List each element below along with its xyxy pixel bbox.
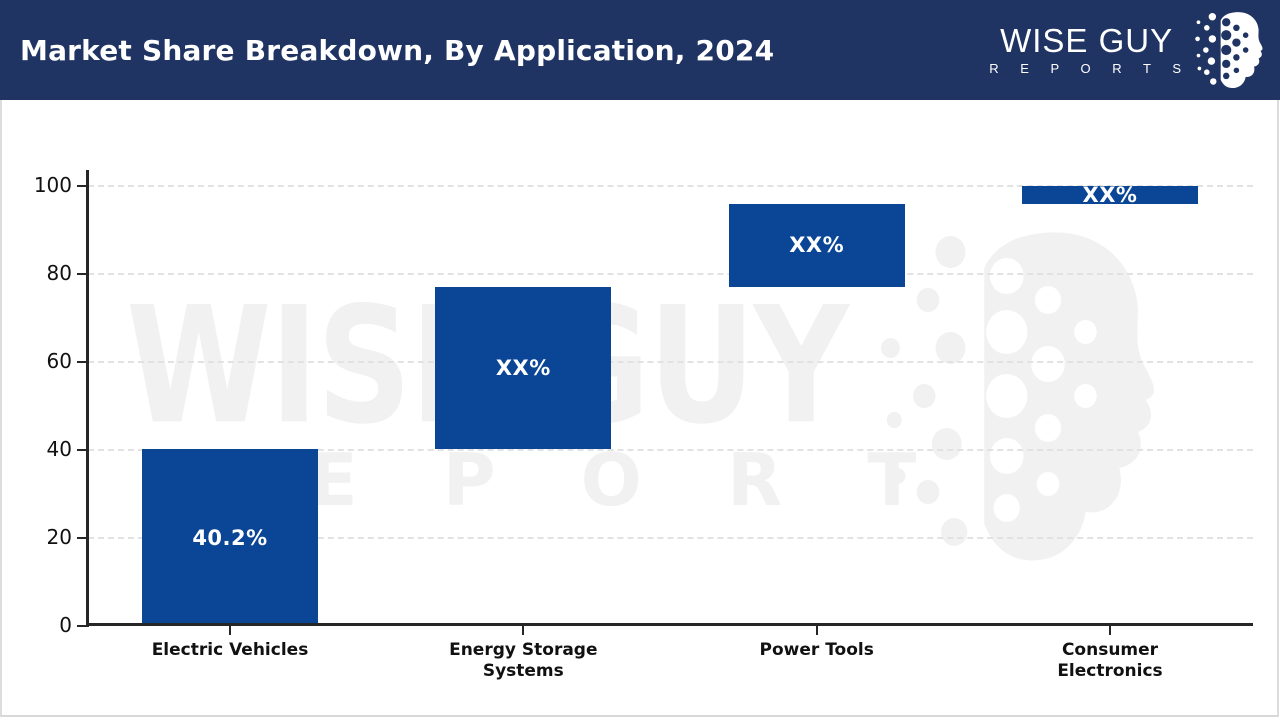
category-label-line: Consumer bbox=[1061, 640, 1159, 660]
watermark-face-icon bbox=[881, 232, 1154, 561]
y-axis-tick bbox=[77, 361, 86, 363]
y-axis-tick bbox=[77, 273, 86, 275]
bar-value-label: 40.2% bbox=[192, 525, 268, 550]
y-axis-tick-label: 80 bbox=[46, 261, 72, 285]
y-axis-tick-label: 100 bbox=[33, 173, 72, 197]
category-label: Electric Vehicles bbox=[100, 640, 360, 661]
brand-subtitle: R E P O R T S bbox=[989, 61, 1190, 76]
bar: 40.2% bbox=[142, 449, 318, 626]
category-label-line: Energy Storage bbox=[449, 640, 598, 660]
bar-value-label: XX% bbox=[495, 356, 551, 381]
brand-logo: WISE GUY R E P O R T S bbox=[983, 7, 1266, 93]
bar-value-label: XX% bbox=[789, 233, 845, 258]
bar: XX% bbox=[728, 203, 905, 288]
gridline bbox=[88, 449, 1253, 451]
y-axis-tick bbox=[77, 185, 86, 187]
gridline bbox=[88, 273, 1253, 275]
y-axis-tick-label: 40 bbox=[46, 437, 72, 461]
y-axis-tick-label: 20 bbox=[46, 525, 72, 549]
brand-logo-text: WISE GUY R E P O R T S bbox=[983, 24, 1190, 76]
x-axis-tick bbox=[815, 626, 818, 635]
bar: XX% bbox=[435, 287, 612, 450]
bar-value-label: XX% bbox=[1082, 182, 1138, 207]
category-label: Consumer Electronics bbox=[980, 640, 1240, 682]
x-axis-tick bbox=[229, 626, 231, 635]
page-title: Market Share Breakdown, By Application, … bbox=[20, 33, 775, 67]
x-axis-line bbox=[86, 623, 1253, 626]
category-label: Power Tools bbox=[687, 640, 947, 661]
category-label-line: Electronics bbox=[1057, 661, 1163, 681]
bar: XX% bbox=[1022, 182, 1198, 207]
category-label-line: Electric Vehicles bbox=[151, 640, 309, 660]
gridline bbox=[88, 537, 1253, 539]
category-label: Energy Storage Systems bbox=[393, 640, 653, 682]
y-axis-tick-label: 0 bbox=[59, 613, 72, 637]
y-axis-tick bbox=[77, 449, 86, 451]
wise-guy-face-icon bbox=[1195, 12, 1263, 89]
gridline bbox=[88, 361, 1253, 363]
x-axis-tick bbox=[1109, 626, 1111, 635]
y-axis-line bbox=[86, 170, 89, 627]
brand-name: WISE GUY bbox=[1000, 22, 1174, 59]
y-axis-tick-label: 60 bbox=[46, 349, 72, 373]
category-label-line: Systems bbox=[482, 661, 564, 681]
x-axis-tick bbox=[522, 626, 525, 635]
y-axis-tick bbox=[77, 537, 86, 539]
header-bar: Market Share Breakdown, By Application, … bbox=[0, 0, 1280, 100]
category-label-line: Power Tools bbox=[759, 640, 874, 660]
gridline bbox=[88, 185, 1253, 187]
y-axis-tick bbox=[77, 625, 86, 627]
